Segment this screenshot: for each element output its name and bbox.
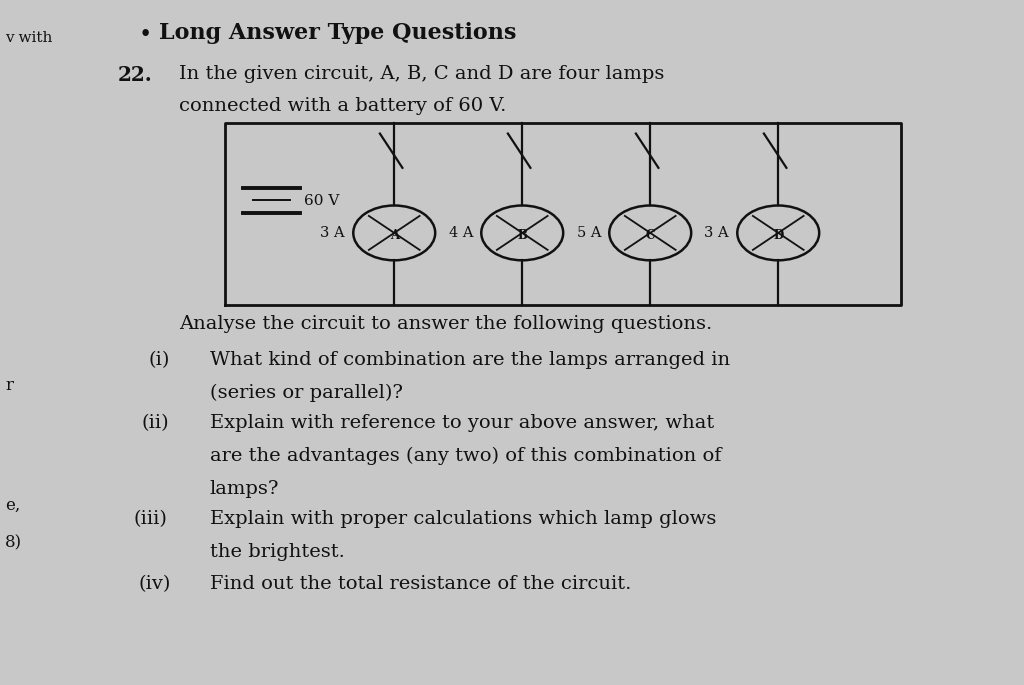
- Text: (ii): (ii): [141, 414, 169, 432]
- Text: the brightest.: the brightest.: [210, 543, 345, 561]
- Text: D: D: [773, 229, 783, 242]
- Text: 4 A: 4 A: [449, 226, 473, 240]
- Text: A: A: [390, 229, 398, 242]
- Text: Explain with reference to your above answer, what: Explain with reference to your above ans…: [210, 414, 714, 432]
- Text: C: C: [645, 229, 655, 242]
- Text: lamps?: lamps?: [210, 479, 280, 497]
- Text: v with: v with: [5, 31, 52, 45]
- Text: (i): (i): [148, 351, 170, 369]
- Text: Analyse the circuit to answer the following questions.: Analyse the circuit to answer the follow…: [179, 315, 713, 333]
- Text: 8): 8): [5, 534, 23, 551]
- Text: Explain with proper calculations which lamp glows: Explain with proper calculations which l…: [210, 510, 717, 528]
- Text: In the given circuit, A, B, C and D are four lamps: In the given circuit, A, B, C and D are …: [179, 65, 665, 83]
- Text: B: B: [517, 229, 527, 242]
- Text: What kind of combination are the lamps arranged in: What kind of combination are the lamps a…: [210, 351, 730, 369]
- Text: connected with a battery of 60 V.: connected with a battery of 60 V.: [179, 97, 507, 115]
- Text: Long Answer Type Questions: Long Answer Type Questions: [159, 22, 516, 44]
- Text: are the advantages (any two) of this combination of: are the advantages (any two) of this com…: [210, 447, 722, 465]
- Text: 22.: 22.: [118, 65, 153, 85]
- Text: 5 A: 5 A: [577, 226, 601, 240]
- Text: r: r: [5, 377, 13, 394]
- Text: 60 V: 60 V: [304, 193, 340, 208]
- Text: e,: e,: [5, 497, 20, 514]
- Text: 3 A: 3 A: [705, 226, 729, 240]
- Text: 3 A: 3 A: [321, 226, 345, 240]
- Text: (series or parallel)?: (series or parallel)?: [210, 384, 402, 402]
- Text: Find out the total resistance of the circuit.: Find out the total resistance of the cir…: [210, 575, 631, 593]
- Text: (iii): (iii): [133, 510, 167, 528]
- Text: •: •: [138, 24, 152, 46]
- Text: (iv): (iv): [138, 575, 171, 593]
